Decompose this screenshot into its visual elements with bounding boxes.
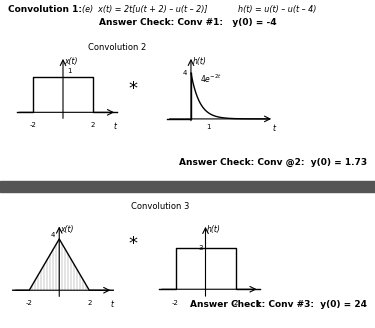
- Text: *: *: [129, 80, 138, 97]
- Text: x(t): x(t): [64, 57, 77, 66]
- Text: 1: 1: [206, 124, 210, 130]
- Text: t: t: [110, 300, 113, 309]
- Text: Answer Check: Conv #3:  y(0) = 24: Answer Check: Conv #3: y(0) = 24: [190, 300, 368, 309]
- Text: 1: 1: [67, 68, 71, 74]
- Text: Answer Check: Conv #1:   y(0) = -4: Answer Check: Conv #1: y(0) = -4: [99, 18, 276, 27]
- Text: 3: 3: [198, 245, 202, 251]
- Text: Convolution 2: Convolution 2: [88, 43, 146, 51]
- Text: (e)  x(t) = 2t[u(t + 2) – u(t – 2)]: (e) x(t) = 2t[u(t + 2) – u(t – 2)]: [82, 5, 208, 14]
- Text: Convolution 1:: Convolution 1:: [8, 5, 81, 14]
- Text: 4: 4: [50, 232, 55, 238]
- Text: h(t): h(t): [192, 57, 206, 66]
- Text: x(t): x(t): [60, 225, 74, 234]
- Text: t: t: [273, 124, 276, 133]
- Text: -2: -2: [172, 300, 179, 306]
- Text: -2: -2: [26, 300, 33, 306]
- Text: 2: 2: [91, 122, 95, 128]
- Text: Answer Check: Conv @2:  y(0) = 1.73: Answer Check: Conv @2: y(0) = 1.73: [179, 157, 368, 167]
- Text: h(t): h(t): [207, 225, 220, 234]
- Text: *: *: [129, 236, 138, 253]
- Bar: [0, 181, 375, 192]
- Text: t: t: [256, 300, 259, 309]
- Text: t: t: [114, 122, 117, 131]
- Text: Convolution 3: Convolution 3: [131, 202, 190, 211]
- Text: 4: 4: [183, 70, 188, 76]
- Text: h(t) = u(t) – u(t – 4): h(t) = u(t) – u(t – 4): [238, 5, 316, 14]
- Text: 2: 2: [87, 300, 92, 306]
- Text: -2: -2: [30, 122, 36, 128]
- Text: 2: 2: [233, 300, 238, 306]
- Text: $4e^{-2t}$: $4e^{-2t}$: [201, 72, 223, 85]
